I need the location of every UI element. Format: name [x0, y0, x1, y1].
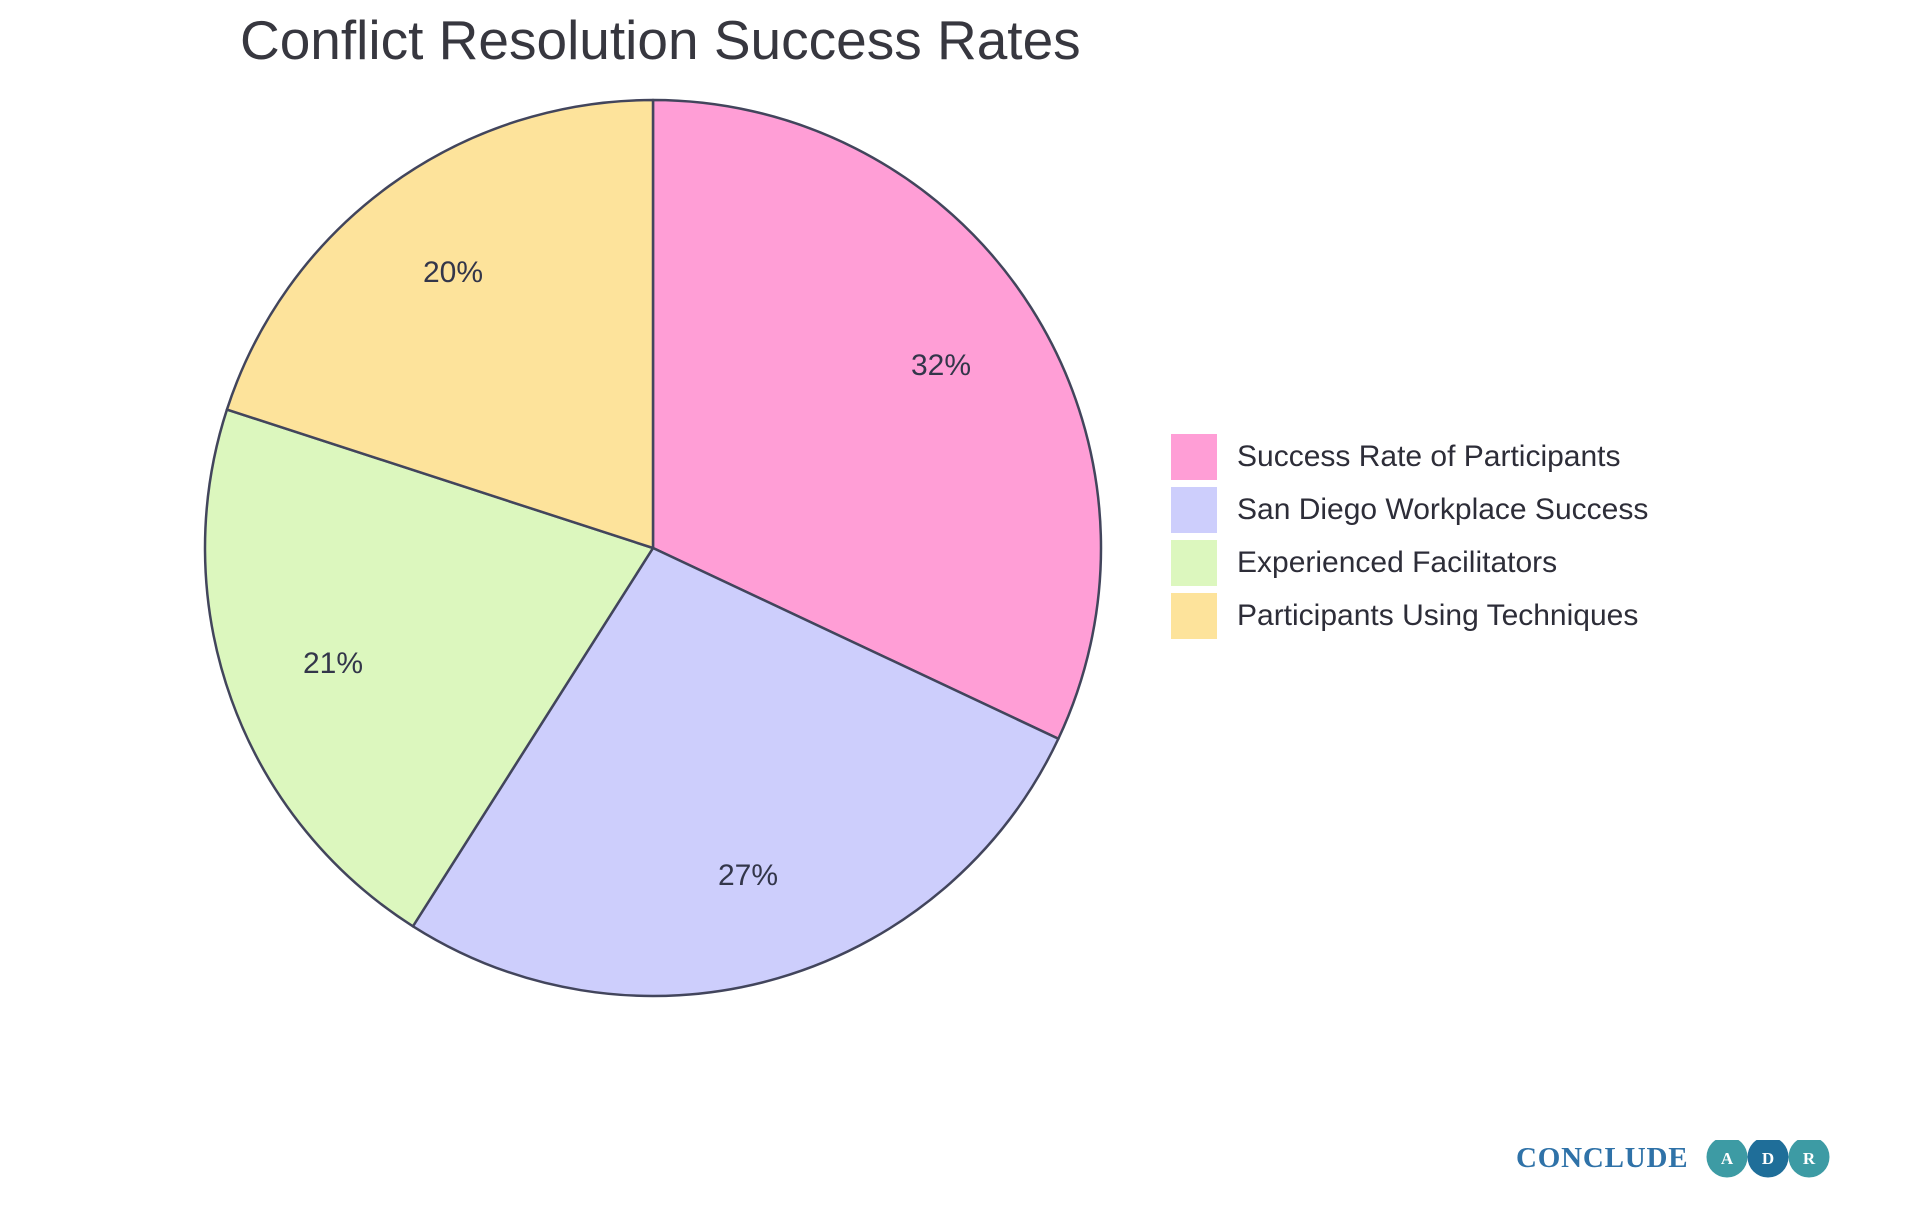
svg-text:20%: 20% — [423, 256, 483, 289]
svg-text:21%: 21% — [303, 647, 363, 680]
svg-text:CONCLUDE: CONCLUDE — [1516, 1142, 1688, 1174]
svg-text:R: R — [1803, 1149, 1816, 1168]
svg-text:D: D — [1762, 1149, 1774, 1168]
svg-text:27%: 27% — [718, 859, 778, 892]
svg-text:A: A — [1721, 1149, 1734, 1168]
svg-text:32%: 32% — [911, 349, 971, 382]
